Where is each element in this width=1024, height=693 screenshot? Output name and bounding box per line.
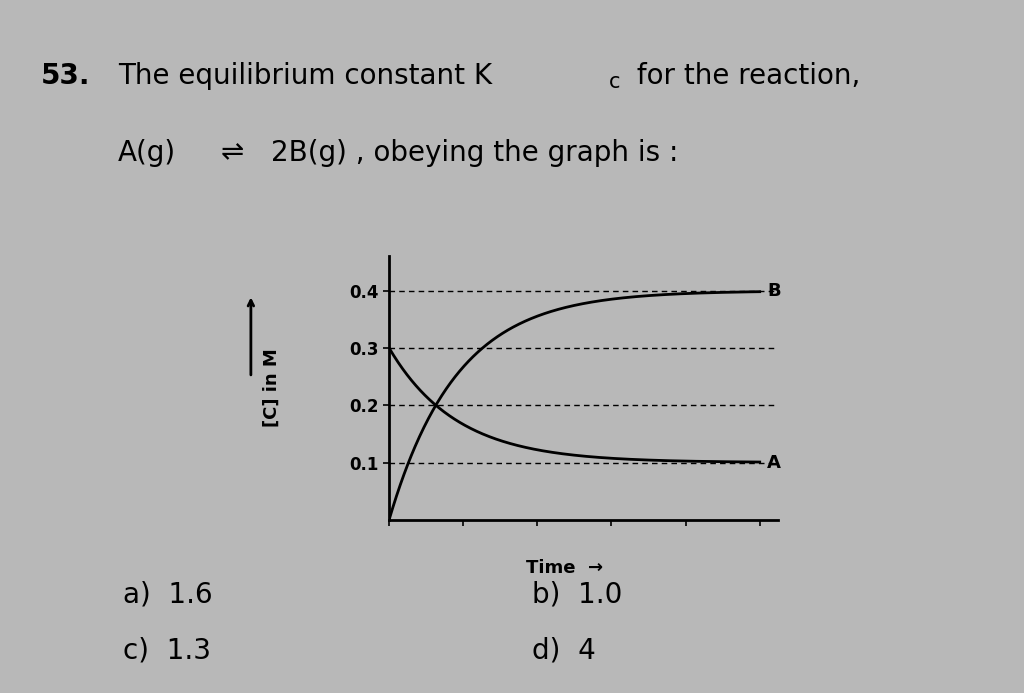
Text: c: c (609, 72, 621, 92)
Text: 53.: 53. (41, 62, 90, 90)
Text: A(g): A(g) (118, 139, 176, 166)
Text: b)  1.0: b) 1.0 (532, 581, 623, 609)
Text: a)  1.6: a) 1.6 (123, 581, 213, 609)
Text: for the reaction,: for the reaction, (628, 62, 860, 90)
Text: [C] in M: [C] in M (262, 349, 281, 428)
Text: d)  4: d) 4 (532, 636, 596, 665)
Text: The equilibrium constant K: The equilibrium constant K (118, 62, 492, 90)
Text: A: A (767, 453, 781, 471)
Text: Time  →: Time → (525, 559, 603, 577)
Text: c)  1.3: c) 1.3 (123, 636, 211, 665)
Text: 2B(g) , obeying the graph is :: 2B(g) , obeying the graph is : (271, 139, 679, 166)
Text: ⇌: ⇌ (220, 139, 244, 166)
Text: B: B (767, 282, 780, 300)
